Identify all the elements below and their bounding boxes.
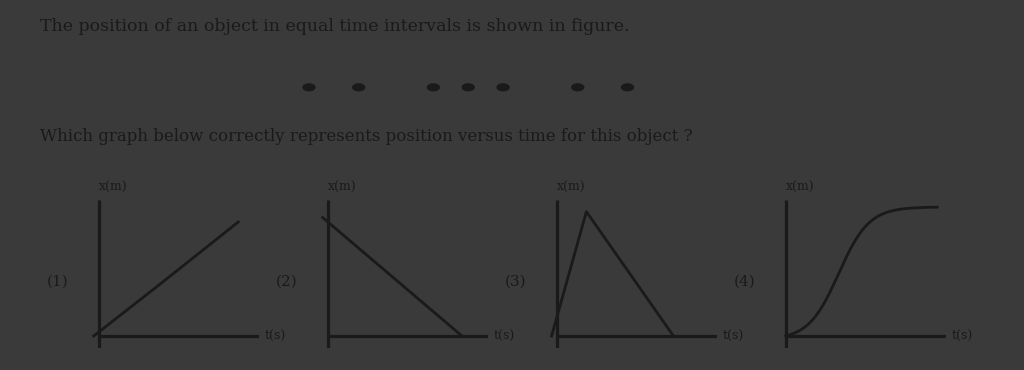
Ellipse shape <box>353 84 365 91</box>
Text: x(m): x(m) <box>557 181 586 194</box>
Text: (2): (2) <box>275 274 297 288</box>
Text: t(s): t(s) <box>494 329 514 343</box>
Text: x(m): x(m) <box>785 181 814 194</box>
Text: x(m): x(m) <box>99 181 128 194</box>
Text: (4): (4) <box>733 274 756 288</box>
Ellipse shape <box>462 84 474 91</box>
Ellipse shape <box>303 84 315 91</box>
Text: (1): (1) <box>47 274 69 288</box>
Text: The position of an object in equal time intervals is shown in figure.: The position of an object in equal time … <box>40 18 630 35</box>
Ellipse shape <box>571 84 584 91</box>
Ellipse shape <box>427 84 439 91</box>
Text: t(s): t(s) <box>951 329 973 343</box>
Ellipse shape <box>622 84 634 91</box>
Ellipse shape <box>497 84 509 91</box>
Text: Which graph below correctly represents position versus time for this object ?: Which graph below correctly represents p… <box>40 128 693 145</box>
Text: (3): (3) <box>505 274 526 288</box>
Text: t(s): t(s) <box>722 329 743 343</box>
Text: x(m): x(m) <box>328 181 356 194</box>
Text: t(s): t(s) <box>264 329 286 343</box>
